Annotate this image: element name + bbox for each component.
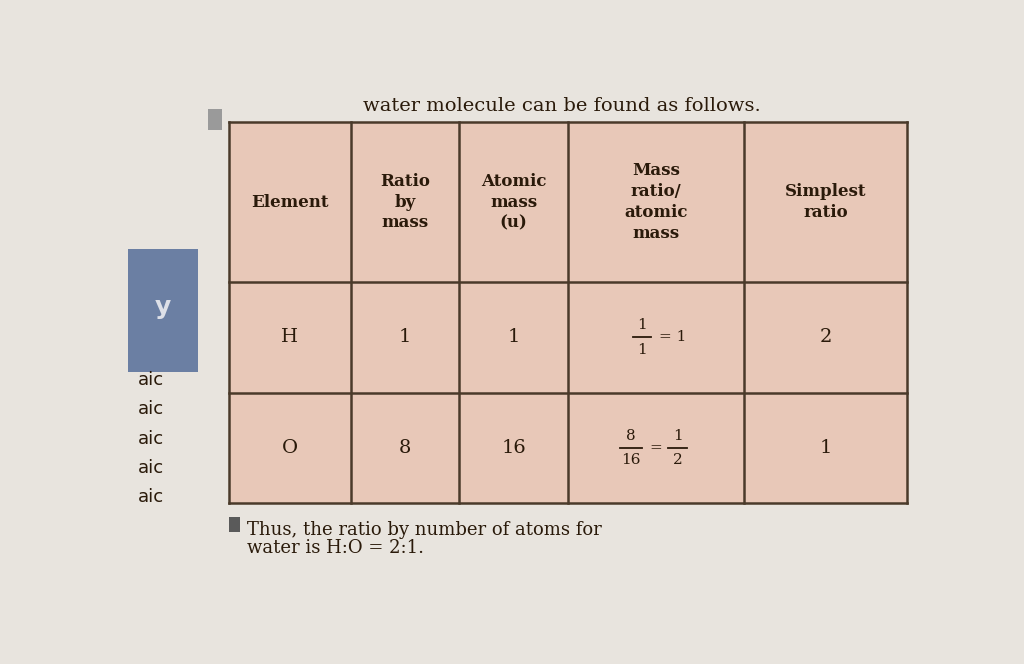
Text: Thus, the ratio by number of atoms for: Thus, the ratio by number of atoms for — [248, 521, 602, 539]
Bar — [228, 517, 240, 533]
Text: aic: aic — [138, 400, 164, 418]
Text: 2: 2 — [673, 454, 683, 467]
Text: = 1: = 1 — [659, 331, 687, 345]
Text: aic: aic — [138, 459, 164, 477]
Text: Simplest
ratio: Simplest ratio — [784, 183, 866, 221]
Text: aic: aic — [138, 488, 164, 506]
Text: O: O — [282, 439, 298, 457]
Text: 8: 8 — [627, 428, 636, 443]
Text: water is H:O = 2:1.: water is H:O = 2:1. — [248, 539, 424, 556]
Text: 1: 1 — [819, 439, 831, 457]
Text: 16: 16 — [501, 439, 526, 457]
Text: y: y — [155, 295, 171, 319]
Text: 1: 1 — [637, 343, 647, 357]
Text: Ratio
by
mass: Ratio by mass — [380, 173, 430, 232]
Text: 2: 2 — [819, 329, 831, 347]
Text: Atomic
mass
(u): Atomic mass (u) — [481, 173, 547, 232]
Bar — [228, 122, 907, 503]
Text: =: = — [649, 441, 663, 455]
Text: aic: aic — [138, 371, 164, 389]
Bar — [128, 249, 198, 373]
Text: aic: aic — [138, 430, 164, 448]
Text: Element: Element — [251, 194, 329, 210]
Bar — [208, 109, 222, 131]
Text: 1: 1 — [507, 329, 520, 347]
Text: 1: 1 — [673, 428, 683, 443]
Text: H: H — [282, 329, 298, 347]
Text: 16: 16 — [622, 454, 641, 467]
Text: Mass
ratio/
atomic
mass: Mass ratio/ atomic mass — [625, 162, 688, 242]
Text: 1: 1 — [637, 318, 647, 332]
Text: water molecule can be found as follows.: water molecule can be found as follows. — [364, 97, 761, 115]
Text: 8: 8 — [399, 439, 412, 457]
Text: 1: 1 — [399, 329, 412, 347]
